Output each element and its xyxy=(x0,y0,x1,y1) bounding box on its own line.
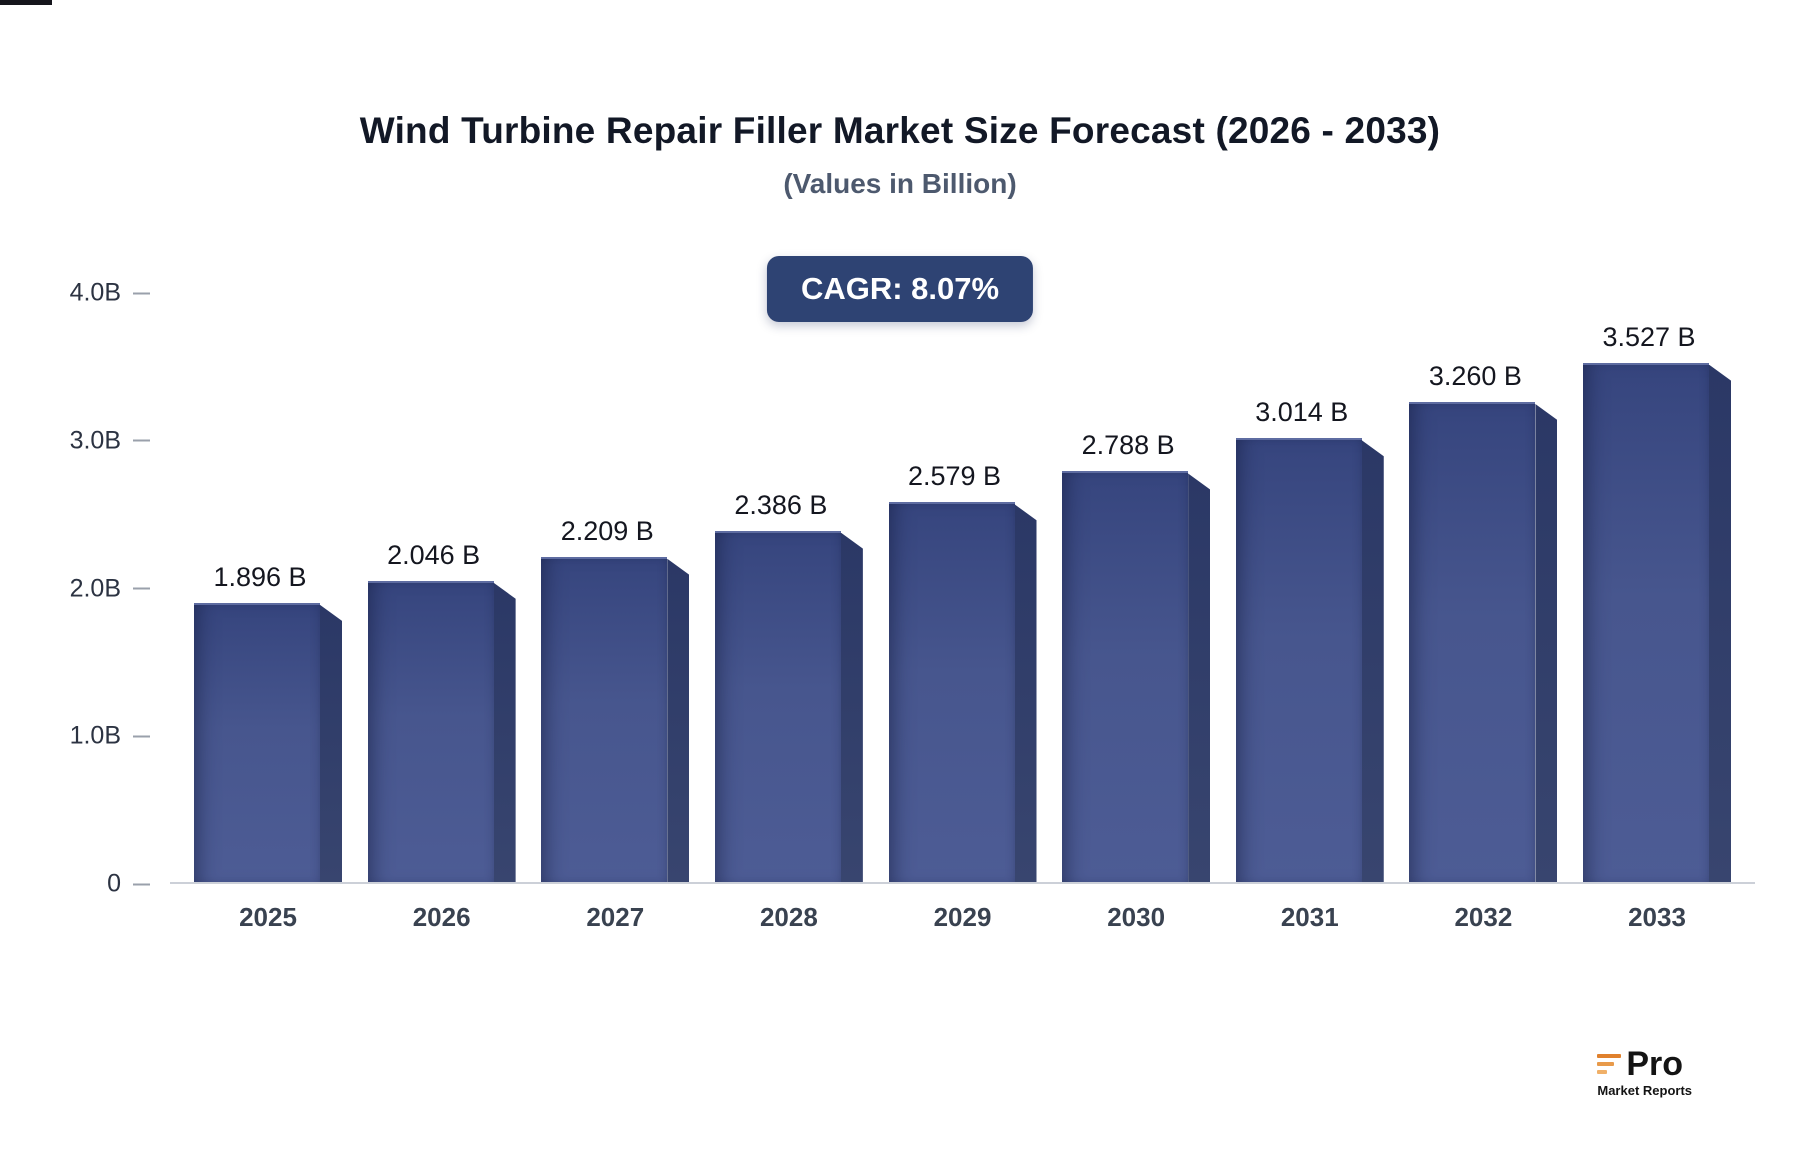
tick-mark xyxy=(133,439,150,442)
tick-mark xyxy=(133,292,150,294)
chart-subtitle: (Values in Billion) xyxy=(783,168,1017,199)
bar-value-label: 2.788 B xyxy=(1081,430,1175,461)
y-axis-label: 2.0B xyxy=(69,574,121,602)
y-axis-tick: 3.0B xyxy=(45,426,150,455)
bar-group: 2.046 B 2026 xyxy=(358,293,526,932)
bar-group: 2.579 B 2029 xyxy=(879,293,1047,932)
x-axis-label: 2033 xyxy=(1628,902,1686,932)
logo-name: Pro xyxy=(1626,1045,1684,1083)
bar-value-label: 2.046 B xyxy=(387,539,481,570)
y-axis-label: 1.0B xyxy=(69,721,121,750)
x-axis-label: 2027 xyxy=(586,902,645,932)
tick-mark xyxy=(133,883,150,885)
logo: Pro Market Reports xyxy=(1597,1047,1692,1098)
bar[interactable] xyxy=(1062,471,1189,882)
bar-group: 2.788 B 2030 xyxy=(1052,293,1220,932)
x-axis-label: 2029 xyxy=(933,902,992,932)
tick-mark xyxy=(133,587,150,590)
bar-group: 3.260 B 2032 xyxy=(1399,293,1567,932)
bar-value-label: 3.260 B xyxy=(1428,360,1522,391)
bar[interactable] xyxy=(888,502,1015,882)
bar-value-label: 2.209 B xyxy=(560,515,654,546)
plot-area: 1.896 B 2025 2.046 B 2026 2.209 B 2027 2.386 B… xyxy=(170,293,1755,932)
bar-value-label: 2.386 B xyxy=(734,489,828,520)
y-axis-label: 3.0B xyxy=(69,426,121,455)
y-axis-tick: 0 xyxy=(45,870,150,899)
x-axis-label: 2032 xyxy=(1454,902,1513,932)
bar[interactable] xyxy=(1583,362,1709,882)
cagr-badge: CAGR: 8.07% xyxy=(766,256,1034,322)
bar[interactable] xyxy=(367,580,494,882)
tick-mark xyxy=(133,735,150,738)
bar-value-label: 1.896 B xyxy=(213,561,307,592)
logo-lines-icon xyxy=(1597,1054,1622,1074)
bar[interactable] xyxy=(1409,401,1536,882)
bar-value-label: 3.527 B xyxy=(1602,321,1696,352)
bar[interactable] xyxy=(194,602,320,882)
x-axis-label: 2028 xyxy=(759,902,818,932)
y-axis-tick: 4.0B xyxy=(45,279,150,308)
x-axis-label: 2031 xyxy=(1280,902,1339,932)
bar[interactable] xyxy=(714,530,841,882)
bar[interactable] xyxy=(1235,438,1362,882)
bar[interactable] xyxy=(541,556,668,882)
bar-group: 1.896 B 2025 xyxy=(184,293,352,932)
bar-group: 2.386 B 2028 xyxy=(705,293,873,932)
y-axis-tick: 2.0B xyxy=(45,574,150,603)
y-axis-tick: 1.0B xyxy=(45,722,150,751)
bar-group: 3.527 B 2033 xyxy=(1573,293,1741,932)
bar-value-label: 2.579 B xyxy=(907,461,1002,492)
corner-artifact xyxy=(0,0,52,5)
x-axis-label: 2026 xyxy=(412,902,471,932)
bar-group: 2.209 B 2027 xyxy=(531,293,699,932)
chart-title: Wind Turbine Repair Filler Market Size F… xyxy=(359,110,1441,151)
x-axis-label: 2030 xyxy=(1107,902,1166,932)
logo-subtext: Market Reports xyxy=(1597,1083,1692,1098)
y-axis-label: 4.0B xyxy=(69,278,121,307)
y-axis-label: 0 xyxy=(107,869,121,898)
bar-group: 3.014 B 2031 xyxy=(1226,293,1394,932)
x-axis-label: 2025 xyxy=(239,902,297,932)
bar-chart: 4.0B 3.0B 2.0B 1.0B 0 1.896 B 2025 2.046 B 2026… xyxy=(45,279,1760,932)
bar-value-label: 3.014 B xyxy=(1255,397,1349,428)
